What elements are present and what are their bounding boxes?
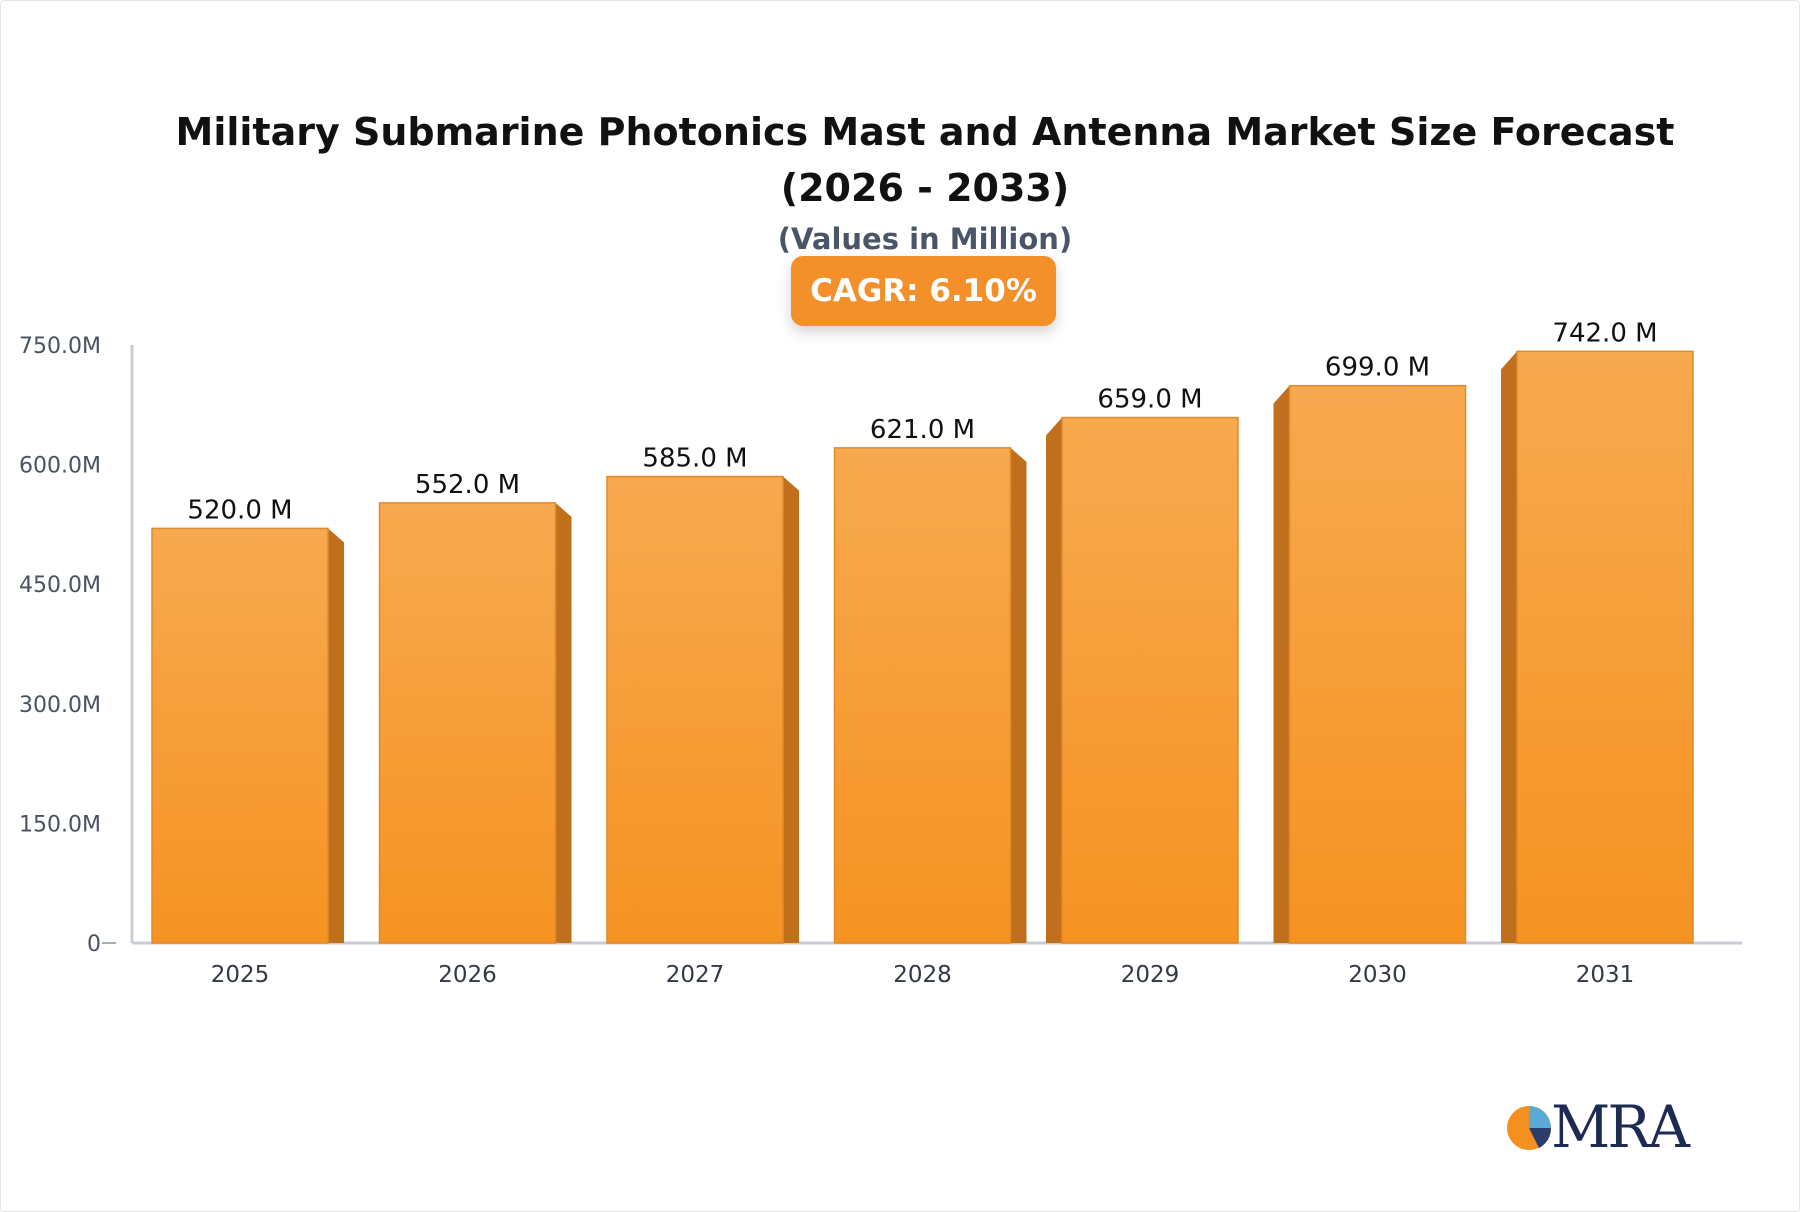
y-tick-label: 600.0M: [19, 454, 101, 479]
bar-side-face: [328, 528, 344, 943]
data-label: 659.0 M: [1097, 385, 1202, 415]
x-tick-label: 2030: [1348, 962, 1407, 988]
chart-axes: 0 150.0M 300.0M 450.0M 600.0M 750.0M: [19, 334, 1742, 957]
bar-front-face: [151, 527, 329, 944]
bar-2031: [1501, 350, 1694, 944]
x-tick-label: 2025: [211, 962, 270, 988]
labels-group: 520.0 M 2025 552.0 M 2026 585.0 M 2027 621.0 M…: [187, 318, 1657, 988]
mra-logo: MRA: [1505, 1095, 1695, 1159]
y-tick-label: 750.0M: [19, 334, 101, 359]
bar-2030: [1273, 384, 1467, 944]
bar-side-face: [783, 476, 799, 943]
bar-side-face: [1273, 385, 1290, 943]
x-tick-label: 2031: [1576, 962, 1635, 988]
x-tick-label: 2026: [438, 962, 497, 988]
bar-2026: [378, 502, 572, 944]
bar-2029: [1046, 416, 1239, 944]
bar-front-face: [378, 502, 557, 944]
bar-front-face: [1288, 384, 1467, 944]
data-label: 699.0 M: [1325, 353, 1430, 383]
bar-side-face: [1010, 447, 1027, 943]
bar-front-face: [1061, 416, 1239, 944]
chart-subtitle: (Values in Million): [777, 222, 1073, 256]
cagr-badge: CAGR: 6.10%: [791, 256, 1056, 326]
data-label: 742.0 M: [1552, 318, 1657, 348]
x-tick-label: 2027: [666, 962, 725, 988]
bar-2025: [151, 527, 344, 944]
bar-side-face: [555, 502, 572, 943]
bar-side-face: [1501, 351, 1517, 943]
logo-mark-icon: [1507, 1106, 1552, 1150]
chart-title: Military Submarine Photonics Mast and An…: [175, 110, 1675, 210]
y-tick-label: 300.0M: [19, 693, 101, 718]
bar-2027: [606, 475, 799, 944]
data-label: 585.0 M: [642, 444, 747, 474]
bar-front-face: [833, 447, 1012, 944]
bar-side-face: [1046, 417, 1062, 943]
y-tick-label: 0: [87, 932, 101, 957]
y-tick-label: 450.0M: [19, 573, 101, 598]
bars-group: [151, 350, 1694, 944]
bar-front-face: [606, 475, 784, 944]
x-tick-label: 2029: [1121, 962, 1180, 988]
logo-text: MRA: [1551, 1093, 1690, 1161]
y-tick-label: 150.0M: [19, 812, 101, 837]
data-label: 621.0 M: [870, 415, 975, 445]
x-tick-label: 2028: [893, 962, 952, 988]
bar-2028: [833, 447, 1027, 944]
data-label: 520.0 M: [187, 495, 292, 525]
data-label: 552.0 M: [415, 470, 520, 500]
bar-front-face: [1516, 350, 1694, 944]
